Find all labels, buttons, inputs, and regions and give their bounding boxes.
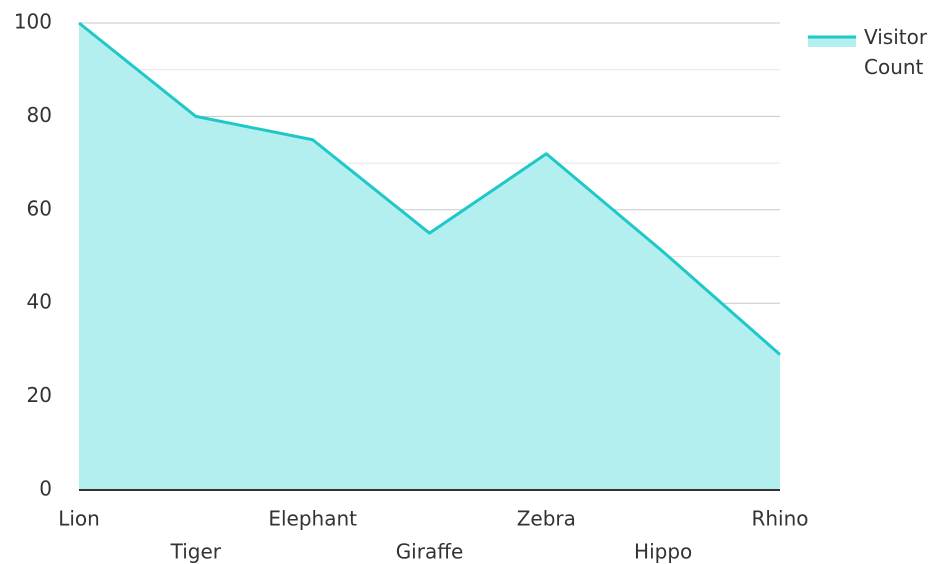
y-tick-label: 20 [27, 383, 52, 407]
legend-label: Visitor Count [864, 25, 928, 79]
area-line [78, 21, 781, 356]
y-tick-label: 0 [39, 477, 52, 501]
y-tick-label: 100 [14, 10, 52, 34]
y-tick-label: 80 [27, 103, 52, 127]
x-tick-label: Zebra [517, 507, 576, 531]
legend-swatch-fill [808, 38, 856, 47]
y-tick-label: 60 [27, 196, 52, 220]
x-tick-label: Rhino [751, 507, 808, 531]
x-tick-label: Hippo [634, 540, 692, 564]
x-tick-label: Tiger [170, 540, 222, 564]
x-tick-label: Elephant [268, 507, 357, 531]
area-fill [79, 23, 780, 490]
x-tick-label: Lion [58, 507, 100, 531]
x-tick-label: Giraffe [396, 540, 464, 564]
y-tick-label: 40 [27, 290, 52, 314]
